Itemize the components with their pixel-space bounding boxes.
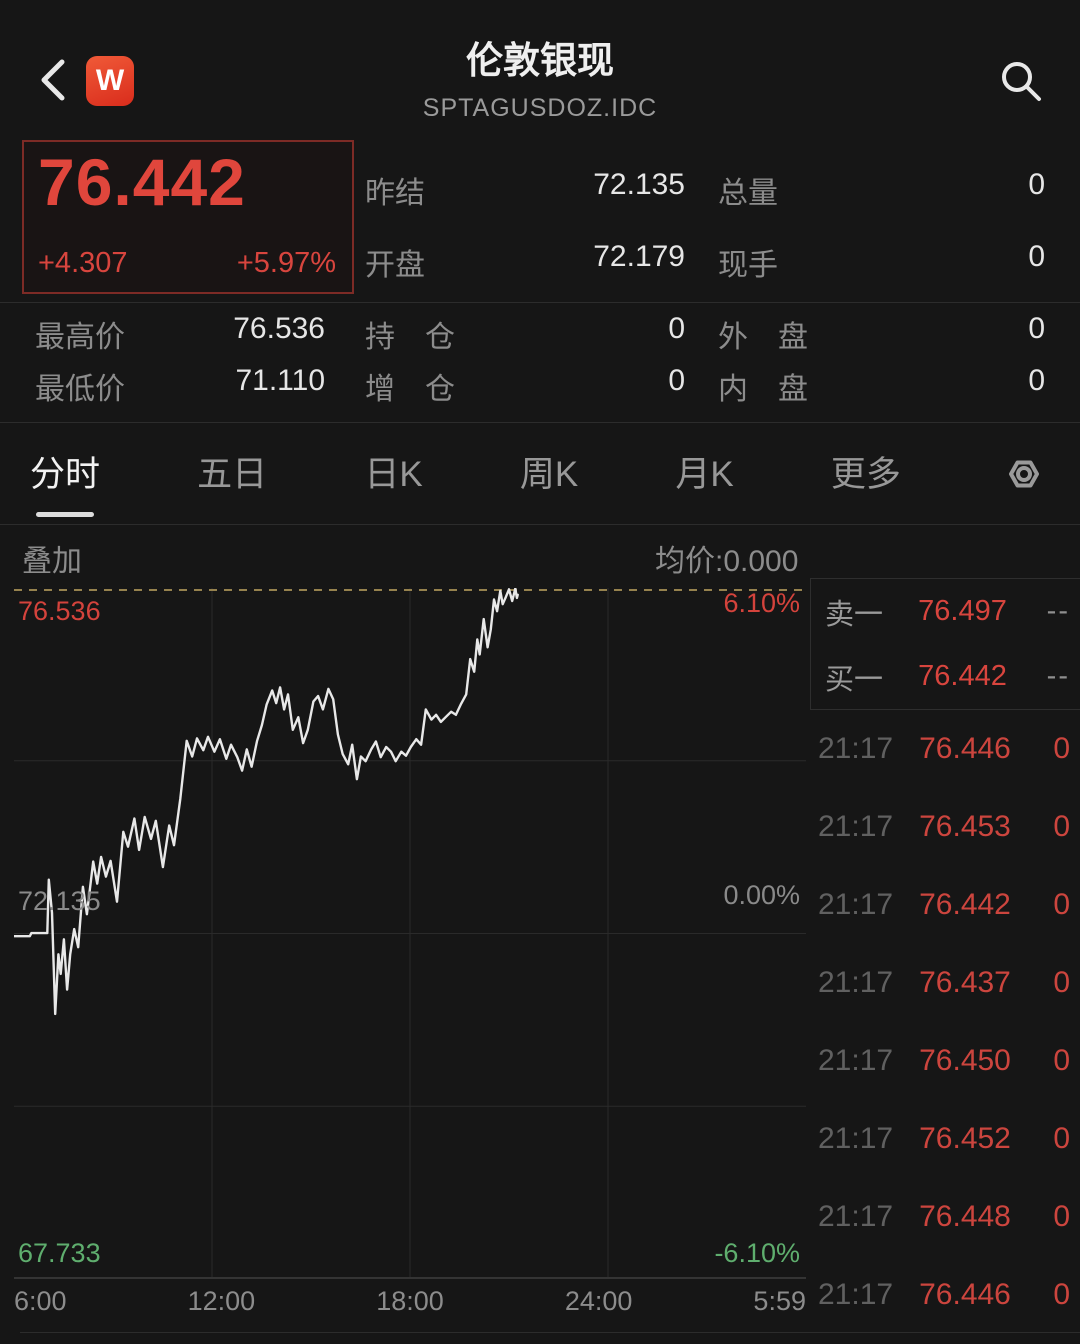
inner-lots-value: 0 [1028,364,1045,397]
trade-time: 21:17 [818,810,894,843]
chart-mid-label: 72.135 [18,886,101,916]
trade-row: 21:17 76.446 0 [810,1256,1080,1334]
bid-row: 买一 76.442 -- [811,644,1080,709]
trade-price: 76.452 [919,1122,1011,1155]
divider [0,422,1080,423]
back-icon[interactable] [38,58,68,102]
chart-high-pct: 6.10% [723,588,800,618]
chart-high-label: 76.536 [18,596,101,626]
tab-日K[interactable]: 日K [364,454,423,494]
open-value: 72.179 [593,240,685,273]
open-interest-value: 0 [668,312,685,345]
added-interest-value: 0 [668,364,685,397]
intraday-chart[interactable] [14,588,806,1279]
chart-low-label: 67.733 [18,1238,101,1268]
trade-time: 21:17 [818,1278,894,1311]
trade-row: 21:17 76.442 0 [810,866,1080,944]
trade-price: 76.450 [919,1044,1011,1077]
x-tick: 12:00 [187,1286,256,1316]
open-interest-label: 持 仓 [365,321,455,354]
trade-row: 21:17 76.450 0 [810,1022,1080,1100]
trade-row: 21:17 76.437 0 [810,944,1080,1022]
chart-low-pct: -6.10% [714,1238,800,1268]
trade-price: 76.442 [919,888,1011,921]
wind-app-icon[interactable]: W [86,56,134,106]
divider [0,302,1080,303]
last-price-box: 76.442 +4.307 +5.97% [22,140,354,294]
prev-settle-label: 昨结 [365,177,425,210]
order-book: 卖一 76.497 -- 买一 76.442 -- [810,578,1080,710]
trade-price: 76.448 [919,1200,1011,1233]
tab-更多[interactable]: 更多 [830,454,901,494]
page-title: 伦敦银现 [466,40,614,81]
chart-settings-icon[interactable] [998,448,1050,500]
trade-row: 21:17 76.448 0 [810,1178,1080,1256]
high-value: 76.536 [233,312,325,345]
trade-volume: 0 [1053,810,1070,843]
trade-row: 21:17 76.453 0 [810,788,1080,866]
ask-volume: -- [1046,595,1070,627]
low-value: 71.110 [235,364,325,397]
divider [0,524,1080,525]
ask-price: 76.497 [918,595,1007,627]
x-tick: 5:59 [753,1286,806,1316]
trade-volume: 0 [1053,1122,1070,1155]
trade-time: 21:17 [818,732,894,765]
trade-volume: 0 [1053,1278,1070,1311]
chart-mid-pct: 0.00% [723,880,800,910]
trade-time: 21:17 [818,966,894,999]
outer-lots-label: 外 盘 [718,321,808,354]
trade-row: 21:17 76.446 0 [810,710,1080,788]
tab-分时[interactable]: 分时 [30,446,100,503]
trade-volume: 0 [1053,1200,1070,1233]
avg-price-label: 均价:0.000 [655,545,799,578]
trade-price: 76.437 [919,966,1011,999]
tab-周K[interactable]: 周K [519,454,579,494]
open-label: 开盘 [365,249,425,282]
x-tick: 6:00 [14,1286,67,1316]
trade-volume: 0 [1053,732,1070,765]
current-hand-label: 现手 [718,249,778,282]
current-hand-value: 0 [1028,240,1045,273]
trade-time: 21:17 [818,1200,894,1233]
trade-price: 76.446 [919,732,1011,765]
tab-五日[interactable]: 五日 [197,454,268,494]
outer-lots-value: 0 [1028,312,1045,345]
trade-price: 76.446 [919,1278,1011,1311]
trade-list[interactable]: 21:17 76.446 0 21:17 76.453 0 21:17 76.442 0 21:1… [810,710,1080,1334]
bid-price: 76.442 [918,660,1007,692]
x-axis-ticks: 6:00 12:00 18:00 24:00 5:59 [14,1286,806,1317]
trade-time: 21:17 [818,1122,894,1155]
x-tick: 18:00 [376,1286,444,1316]
high-label: 最高价 [35,321,125,354]
search-icon[interactable] [998,58,1044,104]
trade-row: 21:17 76.452 0 [810,1100,1080,1178]
ticker-code: SPTAGUSDOZ.IDC [422,94,658,122]
trade-time: 21:17 [818,888,894,921]
added-interest-label: 增 仓 [365,373,455,406]
overlay-button[interactable]: 叠加 [22,545,82,578]
x-tick: 24:00 [564,1286,633,1316]
ask-label: 卖一 [825,598,884,631]
tab-月K[interactable]: 月K [675,454,734,494]
prev-settle-value: 72.135 [593,168,685,201]
trade-time: 21:17 [818,1044,894,1077]
trade-price: 76.453 [919,810,1011,843]
trade-volume: 0 [1053,966,1070,999]
bid-label: 买一 [825,663,884,696]
low-label: 最低价 [35,373,125,406]
price-change: +4.307 [38,247,128,279]
trade-volume: 0 [1053,888,1070,921]
total-volume-value: 0 [1028,168,1045,201]
total-volume-label: 总量 [718,177,778,210]
price-change-pct: +5.97% [236,247,336,279]
trade-volume: 0 [1053,1044,1070,1077]
divider [20,1332,1080,1333]
inner-lots-label: 内 盘 [718,373,808,406]
bid-volume: -- [1046,660,1070,692]
ask-row: 卖一 76.497 -- [811,579,1080,644]
chart-tab-bar: 分时 五日 日K 周K 月K 更多 [0,426,1080,522]
last-price: 76.442 [38,145,246,219]
